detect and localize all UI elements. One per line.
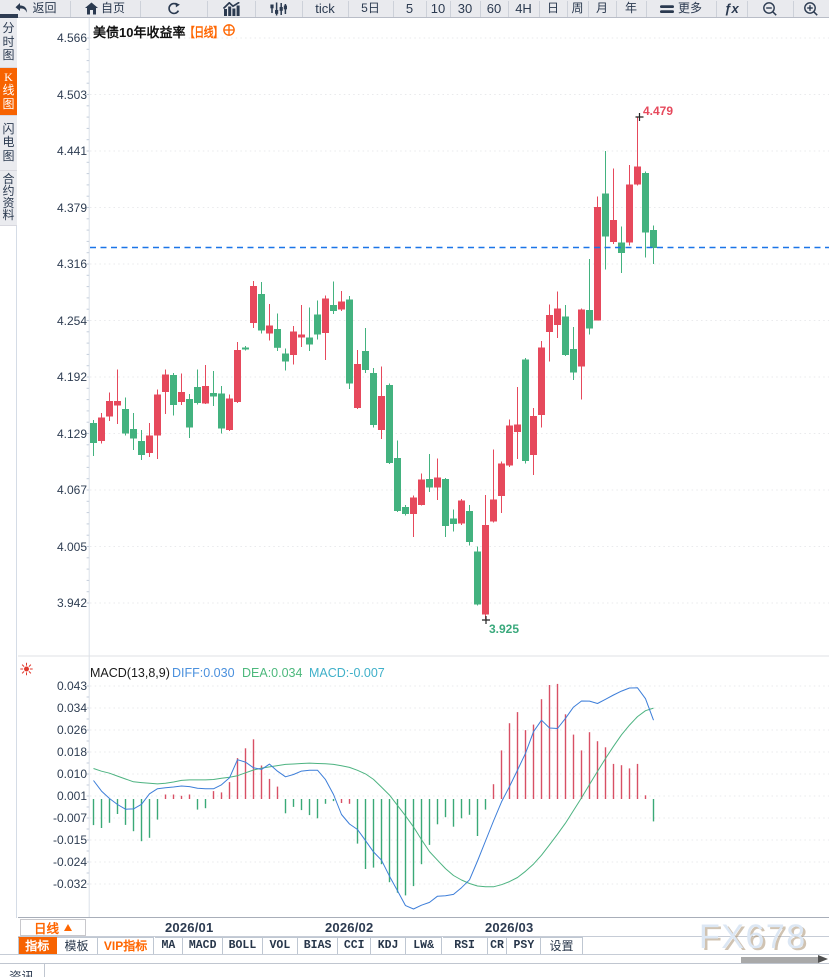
svg-text:4.479: 4.479 [643,104,673,118]
svg-text:MACD(13,8,9): MACD(13,8,9) [90,666,170,680]
svg-text:DEA:0.034: DEA:0.034 [242,666,303,680]
svg-text:MACD:-0.007: MACD:-0.007 [309,666,385,680]
svg-text:DIFF:0.030: DIFF:0.030 [172,666,235,680]
svg-text:3.925: 3.925 [489,622,519,636]
